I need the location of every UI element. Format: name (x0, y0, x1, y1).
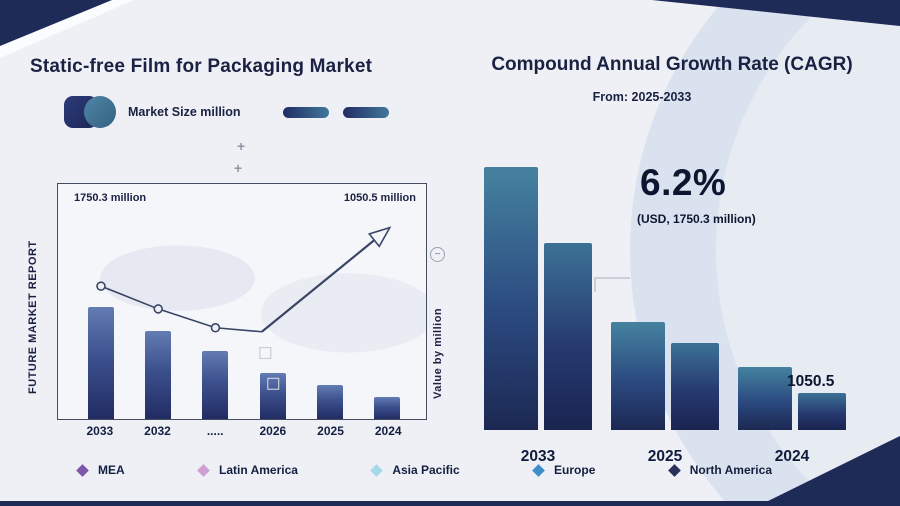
bottom-navy-strip (0, 501, 900, 506)
market-bar-2026 (259, 373, 286, 419)
legend-diamond-icon (370, 463, 384, 477)
cagr-bars (484, 167, 846, 430)
cagr-bar-2033-bar-b (544, 243, 592, 430)
legend-diamond-icon (667, 463, 681, 477)
cagr-bar-2024-bar-a (738, 367, 792, 430)
legend-label: Latin America (219, 463, 298, 477)
plus-icon: + (237, 138, 246, 154)
legend-diamond-icon (532, 463, 545, 477)
right-chart-subtitle: From: 2025-2033 (592, 90, 692, 104)
data-label-1050: 1050.5 (787, 373, 835, 390)
market-size-pie-icon (64, 94, 116, 130)
x-tick-2032: 2032 (144, 424, 171, 438)
cagr-bar-group-2024 (738, 367, 846, 430)
cagr-bar-2025-bar-a (611, 322, 665, 430)
bar-column (301, 385, 358, 419)
x-tick-2024: 2024 (774, 448, 810, 465)
legend-diamond-icon (76, 463, 89, 477)
cagr-value: 6.2% (640, 162, 727, 203)
left-chart-title: Static-free Film for Packaging Market (30, 56, 373, 77)
annotation-1750: 1750.3 million (74, 192, 147, 204)
legend-label: Asia Pacific (392, 463, 460, 477)
bracket-decoration (594, 277, 630, 292)
cagr-bar-2025-bar-b (671, 343, 719, 430)
bar-column (187, 351, 244, 419)
left-y-axis-label: FUTURE MARKET REPORT (27, 240, 39, 394)
x-tick-2026: 2026 (259, 424, 287, 438)
x-tick-.....: ..... (206, 424, 224, 438)
legend-item-europe: Europe (532, 463, 596, 477)
legend-label: MEA (98, 463, 125, 477)
x-tick-2025: 2025 (647, 448, 683, 465)
cagr-bar-group-2033 (484, 167, 592, 430)
market-size-legend: Market Size million (64, 92, 389, 132)
legend-label: Europe (554, 463, 596, 477)
market-bar-..... (202, 351, 229, 419)
legend-item-asia-pacific: Asia Pacific (370, 463, 460, 477)
x-tick-2025: 2025 (317, 424, 344, 438)
gradient-pills (282, 106, 389, 118)
legend-label: North America (689, 463, 772, 477)
cagr-basis-note: (USD, 1750.3 million) (637, 212, 756, 226)
cagr-bar-2024-bar-b (798, 393, 846, 430)
market-bar-2032 (144, 331, 171, 419)
market-size-bars (72, 184, 416, 419)
legend-diamond-icon (197, 463, 210, 477)
market-size-chart: 1750.3 million 1050.5 million (57, 183, 427, 420)
right-y-axis-label: Value by million (432, 307, 444, 400)
bar-column (244, 373, 301, 419)
trend-line-and-arrow (96, 226, 392, 390)
gradient-pill-icon (282, 106, 329, 118)
right-chart-title: Compound Annual Growth Rate (CAGR) (491, 54, 853, 75)
bar-column (72, 307, 129, 419)
market-size-legend-label: Market Size million (128, 105, 241, 119)
legend-item-latin-america: Latin America (197, 463, 298, 477)
x-tick-2024: 2024 (374, 424, 402, 438)
cagr-bar-2033-bar-a (484, 167, 538, 430)
bar-column (359, 397, 416, 419)
plus-icon: + (234, 160, 243, 176)
legend-item-north-america: North America (667, 463, 772, 477)
region-legend: MEA Latin America Asia Pacific Europe North … (76, 463, 772, 477)
bar-column (129, 331, 186, 419)
market-bar-2024 (374, 397, 401, 419)
market-bar-2033 (87, 307, 114, 419)
cloud-decoration (100, 245, 426, 353)
left-x-axis-labels: 2033 2032..... 2026 2025 2024 (71, 424, 417, 438)
legend-item-mea: MEA (76, 463, 125, 477)
right-x-axis-labels: 2033 2025 2024 (484, 448, 846, 466)
x-tick-2033: 2033 (86, 424, 114, 438)
circled-minus-icon: − (430, 247, 445, 262)
pie-icon-teal-part (84, 96, 116, 128)
market-bar-2025 (316, 385, 343, 419)
x-tick-2033: 2033 (520, 448, 556, 465)
cagr-bar-group-2025 (611, 322, 719, 430)
gradient-pill-icon (342, 106, 389, 118)
annotation-1050: 1050.5 million (343, 192, 416, 204)
